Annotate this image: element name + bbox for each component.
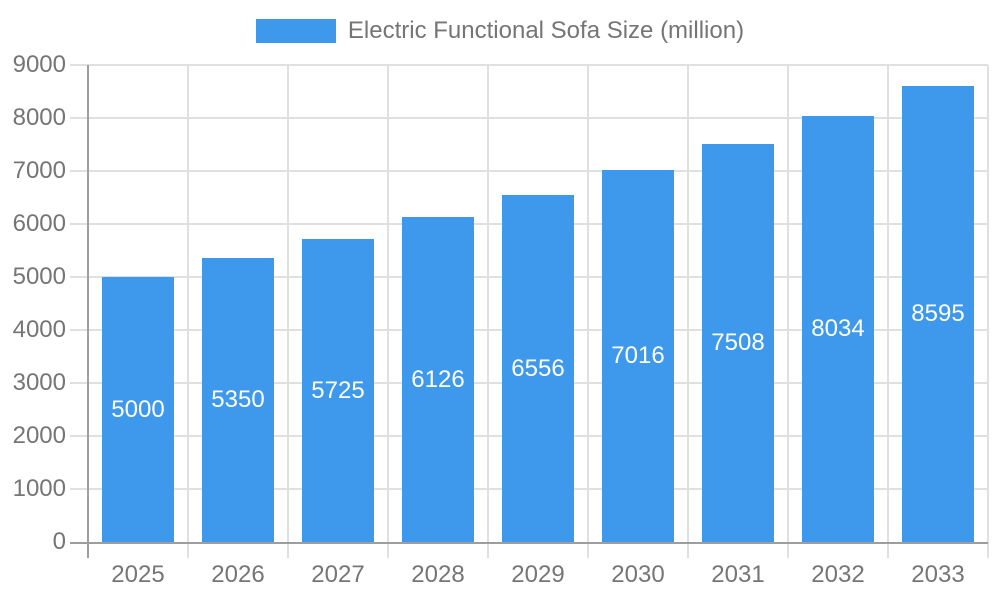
v-gridline — [987, 65, 989, 558]
bar-value-label: 8595 — [911, 300, 965, 327]
x-tick-label: 2033 — [911, 561, 965, 588]
x-tick-label: 2025 — [111, 561, 165, 588]
y-tick-label: 6000 — [12, 210, 66, 237]
bar-2031[interactable]: 7508 — [702, 144, 774, 542]
y-tick-label: 5000 — [12, 263, 66, 290]
h-gridline — [70, 64, 988, 66]
y-tick-label: 7000 — [12, 157, 66, 184]
y-axis-line — [87, 65, 89, 558]
y-tick-label: 1000 — [12, 475, 66, 502]
x-tick-label: 2028 — [411, 561, 465, 588]
y-tick-label: 9000 — [12, 51, 66, 78]
x-tick-label: 2029 — [511, 561, 565, 588]
plot-area: 5000 5350 5725 6126 6556 7016 7508 8034 8595 0 10… — [13, 51, 989, 588]
legend: Electric Functional Sofa Size (million) — [0, 17, 1000, 45]
legend-label: Electric Functional Sofa Size (million) — [347, 17, 745, 44]
bar-value-label: 5350 — [211, 386, 265, 413]
bar-2026[interactable]: 5350 — [202, 258, 274, 542]
v-gridline — [587, 65, 589, 558]
h-gridline — [70, 170, 988, 172]
x-tick-label: 2026 — [211, 561, 265, 588]
bar-value-label: 6126 — [411, 365, 465, 393]
x-tick-label: 2030 — [611, 561, 665, 588]
bar-2027[interactable]: 5725 — [302, 239, 374, 542]
x-tick-label: 2032 — [811, 561, 865, 588]
x-axis-line — [70, 542, 988, 544]
bar-2029[interactable]: 6556 — [502, 195, 574, 542]
bar-value-label: 6556 — [511, 354, 565, 382]
v-gridline — [287, 65, 289, 558]
v-gridline — [787, 65, 789, 558]
x-tick-label: 2027 — [311, 561, 365, 588]
y-tick-label: 3000 — [12, 369, 66, 396]
legend-swatch — [255, 19, 336, 43]
y-tick-label: 2000 — [12, 422, 66, 449]
v-gridline — [687, 65, 689, 558]
bar-value-label: 7016 — [611, 342, 665, 369]
bar-2030[interactable]: 7016 — [602, 170, 674, 542]
bar-2033[interactable]: 8595 — [902, 86, 974, 542]
bar-value-label: 5000 — [111, 395, 165, 423]
bar-value-label: 8034 — [811, 315, 865, 342]
bar-value-label: 5725 — [311, 376, 365, 404]
bar-2032[interactable]: 8034 — [802, 116, 874, 542]
v-gridline — [887, 65, 889, 558]
v-gridline — [387, 65, 389, 558]
bar-value-label: 7508 — [711, 329, 765, 356]
v-gridline — [487, 65, 489, 558]
x-tick-label: 2031 — [711, 561, 765, 588]
y-tick-label: 4000 — [12, 316, 66, 343]
bar-2028[interactable]: 6126 — [402, 217, 474, 542]
y-tick-label: 8000 — [12, 104, 66, 131]
h-gridline — [70, 117, 988, 119]
bar-2025[interactable]: 5000 — [102, 277, 174, 542]
y-tick-label: 0 — [52, 528, 66, 555]
v-gridline — [187, 65, 189, 558]
